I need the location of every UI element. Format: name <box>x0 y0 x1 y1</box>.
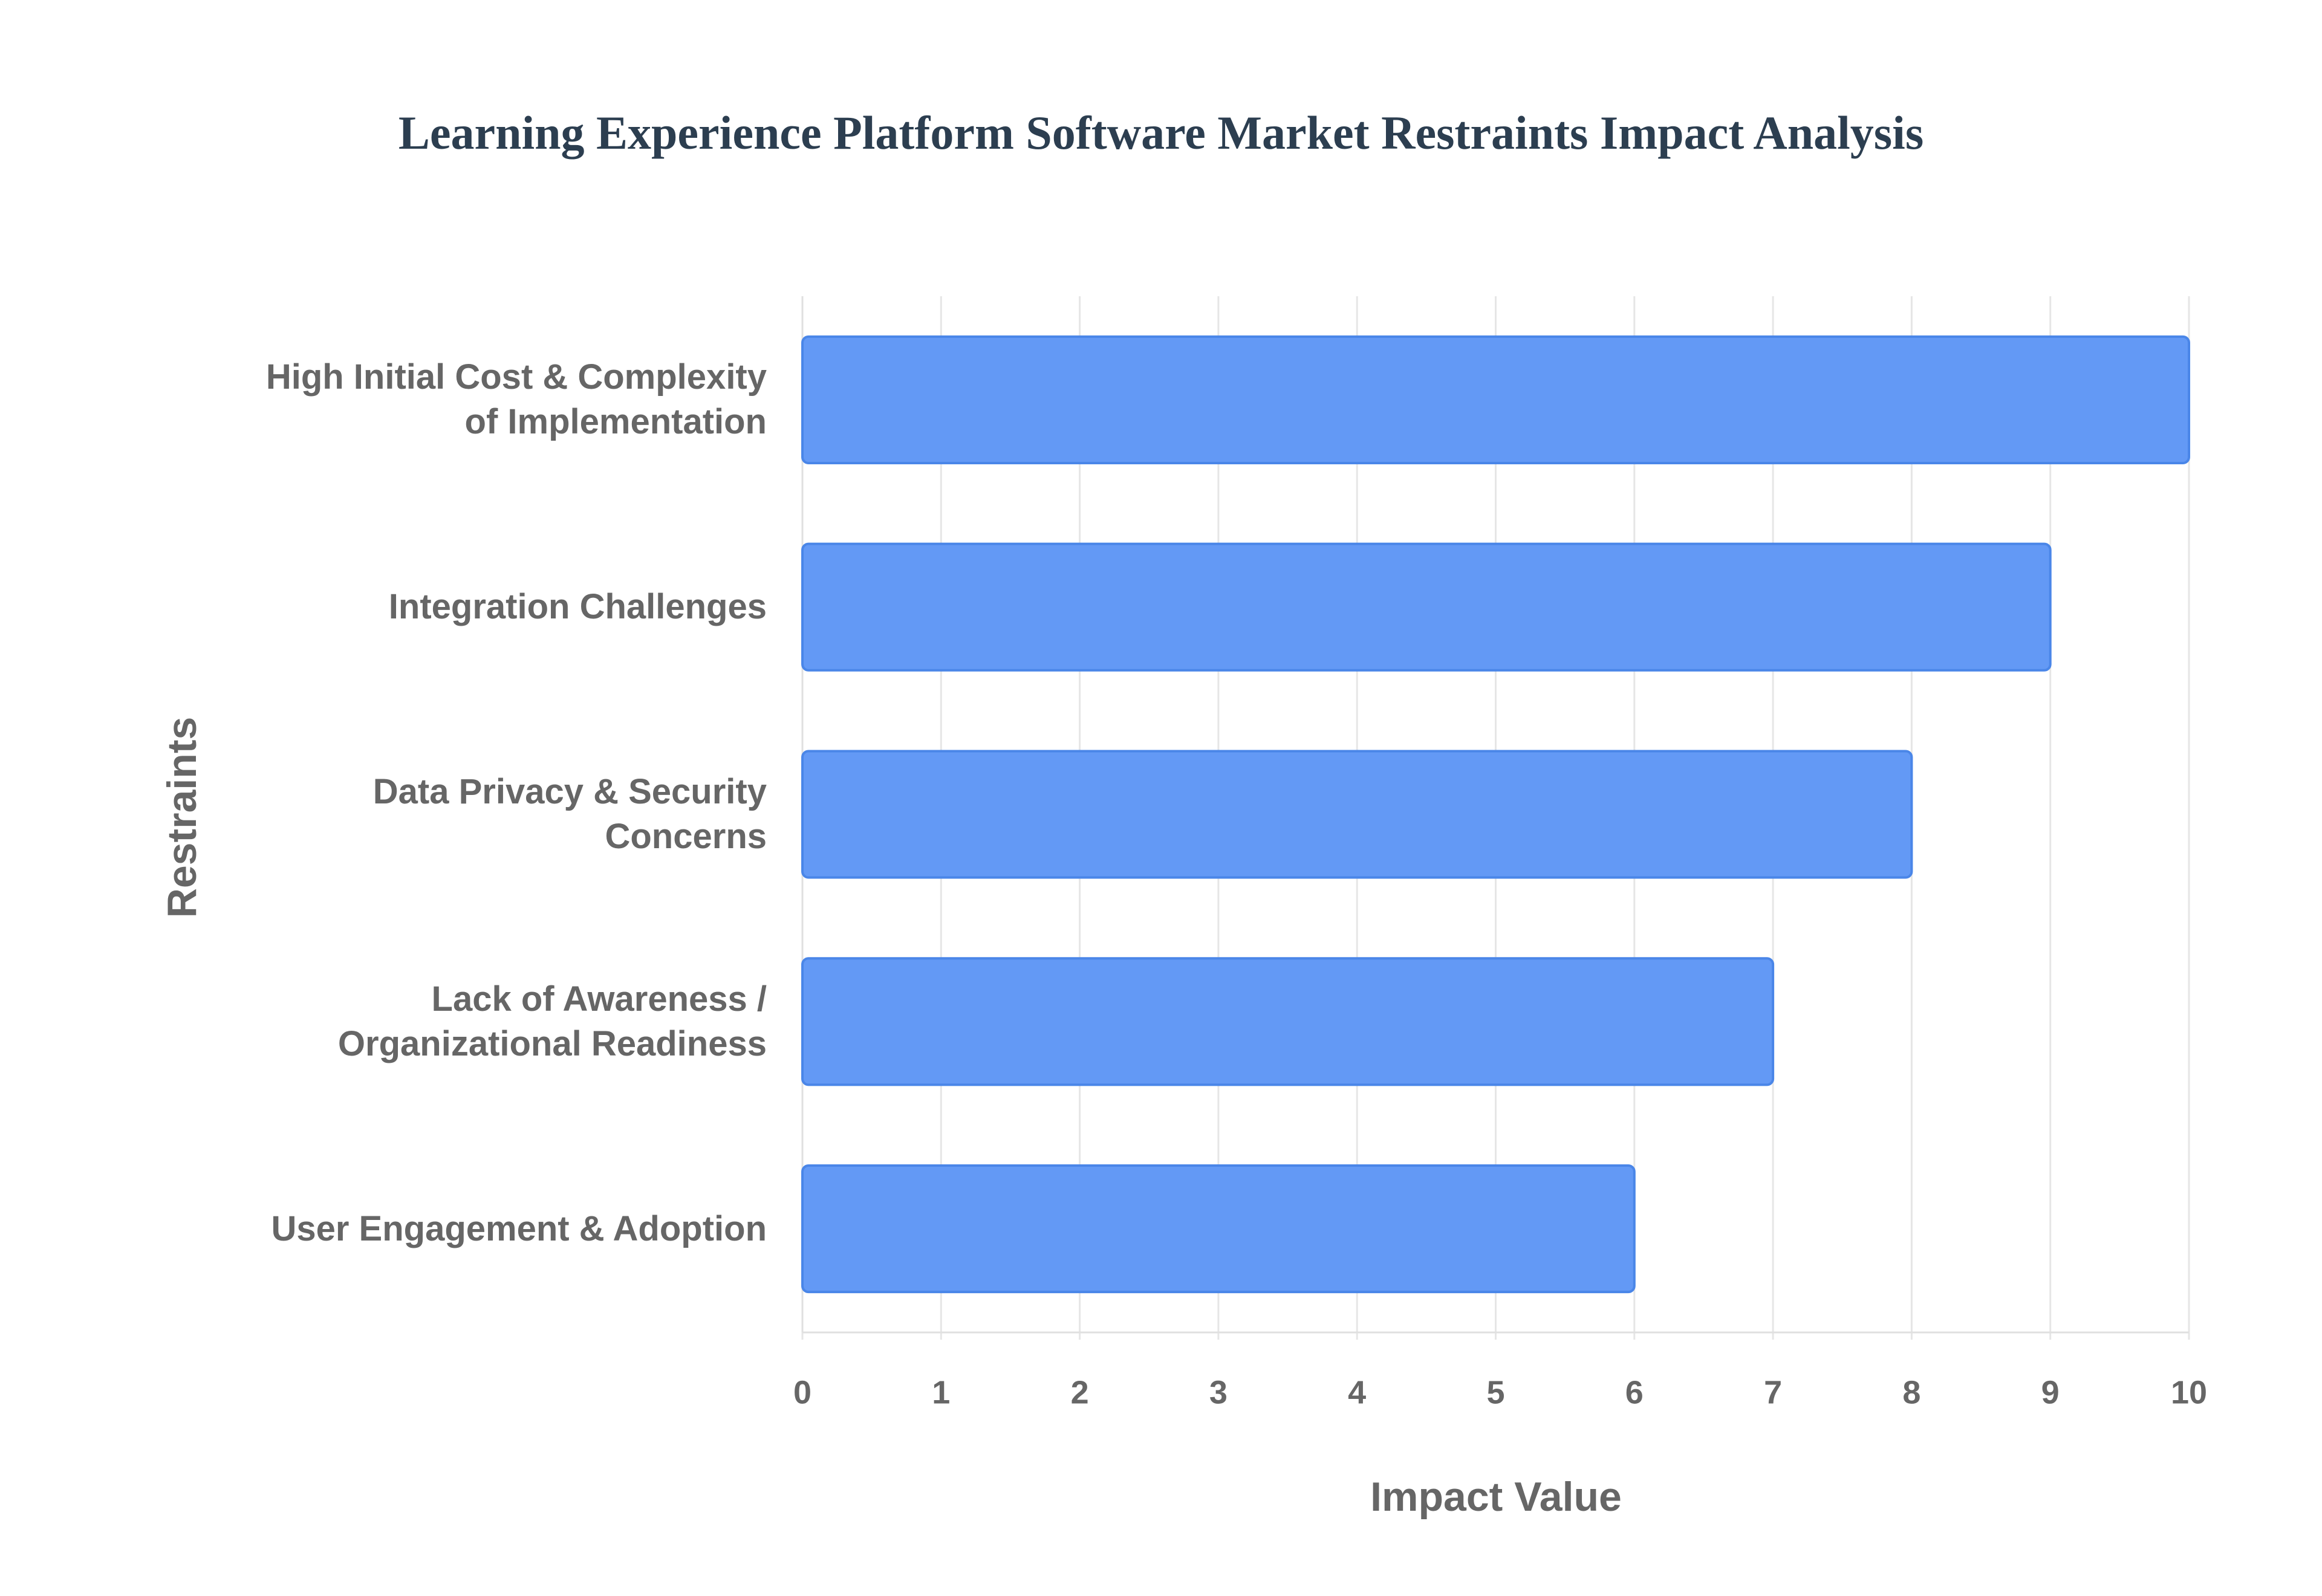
y-tick-label: User Engagement & Adoption <box>271 1208 767 1248</box>
x-tick-label: 2 <box>1071 1374 1089 1410</box>
x-tick-label: 5 <box>1486 1374 1504 1410</box>
bar <box>801 750 1913 879</box>
x-tick-label: 6 <box>1625 1374 1644 1410</box>
bar <box>801 957 1775 1086</box>
x-tick-label: 4 <box>1348 1374 1366 1410</box>
bar <box>801 335 2190 464</box>
y-tick-label: Integration Challenges <box>388 587 767 627</box>
chart-title: Learning Experience Platform Software Ma… <box>398 106 1924 159</box>
bar <box>801 542 2052 672</box>
y-axis-title: Restraints <box>159 717 205 918</box>
x-tick-label: 10 <box>2171 1374 2207 1410</box>
x-tick-label: 1 <box>932 1374 950 1410</box>
x-axis-title: Impact Value <box>1370 1474 1622 1520</box>
y-tick-label: High Initial Cost & Complexity of Implem… <box>265 357 767 442</box>
x-tick-label: 0 <box>793 1374 811 1410</box>
bar <box>801 1164 1636 1294</box>
y-tick-label: Data Privacy & Security Concerns <box>372 772 767 856</box>
y-tick-label: Lack of Awareness / Organizational Readi… <box>337 979 767 1063</box>
x-tick-label: 3 <box>1209 1374 1228 1410</box>
x-tick-label: 8 <box>1902 1374 1920 1410</box>
x-tick-label: 7 <box>1764 1374 1782 1410</box>
x-tick-label: 9 <box>2041 1374 2060 1410</box>
